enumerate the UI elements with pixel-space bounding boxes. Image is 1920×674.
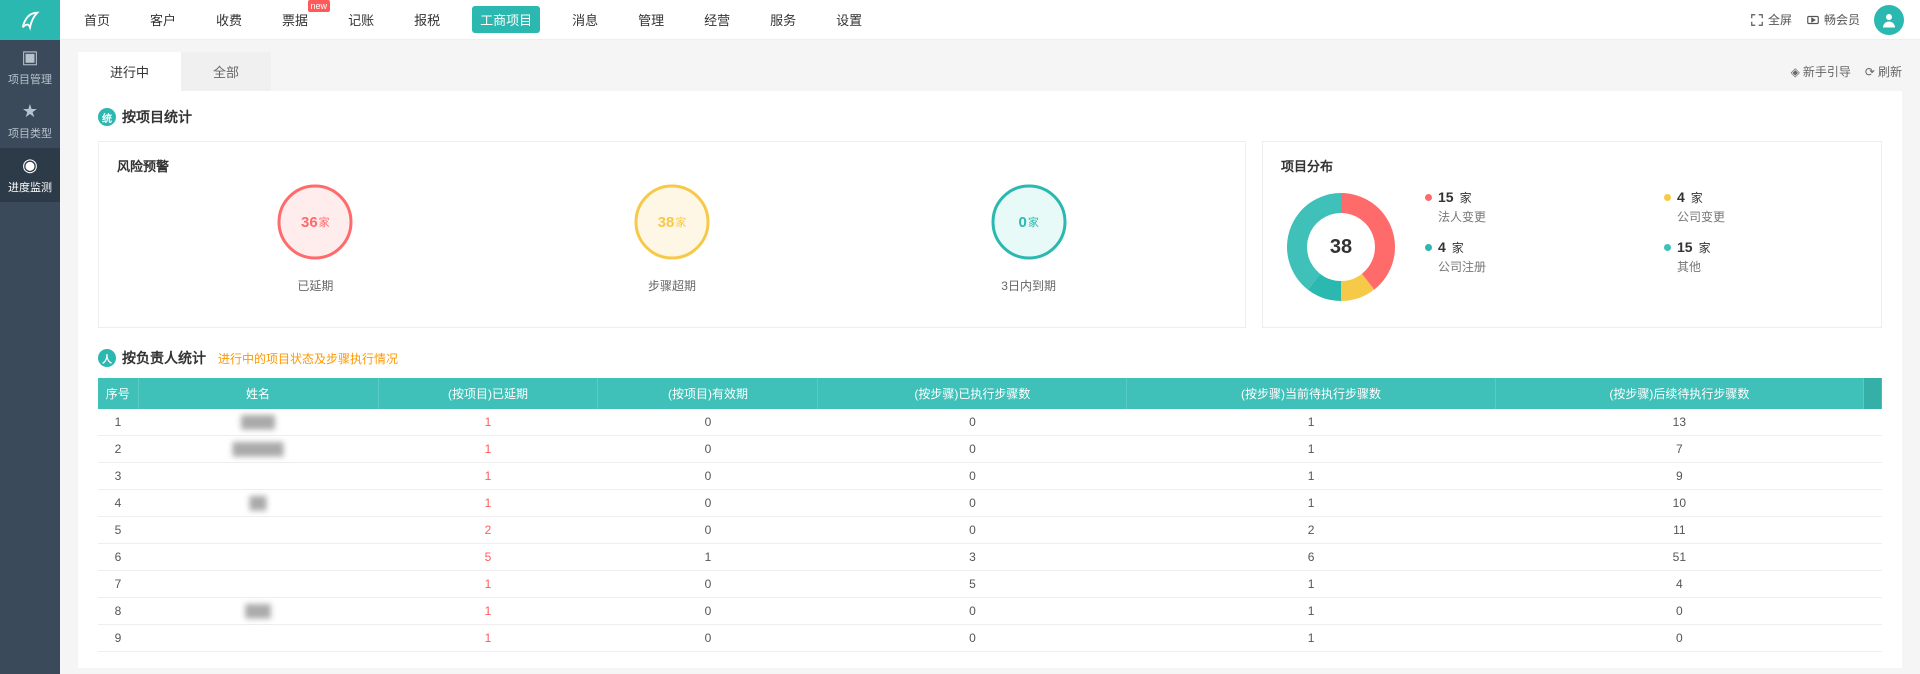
col-header-3[interactable]: (按项目)有效期 — [598, 378, 818, 409]
person-icon: 人 — [98, 349, 116, 367]
nav-item-9[interactable]: 经营 — [696, 6, 738, 33]
risk-circle-2[interactable]: 0家 3日内到期 — [988, 181, 1070, 294]
donut-total: 38 — [1281, 187, 1401, 307]
dist-title: 项目分布 — [1281, 156, 1401, 175]
col-header-0[interactable]: 序号 — [98, 378, 138, 409]
nav-item-8[interactable]: 管理 — [630, 6, 672, 33]
col-header-4[interactable]: (按步骤)已执行步骤数 — [818, 378, 1127, 409]
sidebar: ▣项目管理★项目类型◉进度监测 — [0, 0, 60, 674]
legend-dot-icon — [1425, 194, 1432, 201]
logo[interactable] — [0, 0, 60, 40]
nav-item-11[interactable]: 设置 — [828, 6, 870, 33]
tabs: 进行中全部 — [78, 52, 271, 91]
scroll-header — [1864, 378, 1882, 409]
member-button[interactable]: 畅会员 — [1806, 11, 1860, 28]
legend-dot-icon — [1425, 244, 1432, 251]
table-row[interactable]: 2 ██████ 1 0 0 1 7 — [98, 436, 1882, 463]
col-header-5[interactable]: (按步骤)当前待执行步骤数 — [1127, 378, 1495, 409]
table-row[interactable]: 4 ██ 1 0 0 1 10 — [98, 490, 1882, 517]
legend-dot-icon — [1664, 244, 1671, 251]
table-row[interactable]: 7 1 0 5 1 4 — [98, 571, 1882, 598]
distribution-card: 项目分布 38 15家 法人变更 4家 公司变更 4家 公司 — [1262, 141, 1882, 328]
legend-item-1[interactable]: 4家 公司变更 — [1664, 189, 1863, 225]
nav-item-7[interactable]: 消息 — [564, 6, 606, 33]
person-title: 人 按负责人统计 进行中的项目状态及步骤执行情况 — [98, 348, 1882, 368]
legend-item-2[interactable]: 4家 公司注册 — [1425, 239, 1624, 275]
nav-item-1[interactable]: 客户 — [142, 6, 184, 33]
legend-item-3[interactable]: 15家 其他 — [1664, 239, 1863, 275]
legend-dot-icon — [1664, 194, 1671, 201]
new-badge: new — [308, 0, 331, 12]
legend-item-0[interactable]: 15家 法人变更 — [1425, 189, 1624, 225]
topbar: 首页客户收费票据new 记账报税工商项目消息管理经营服务设置 全屏 畅会员 — [60, 0, 1920, 40]
nav-item-4[interactable]: 记账 — [340, 6, 382, 33]
col-header-2[interactable]: (按项目)已延期 — [378, 378, 598, 409]
table-row[interactable]: 3 1 0 0 1 9 — [98, 463, 1882, 490]
stats-table: 序号姓名(按项目)已延期(按项目)有效期(按步骤)已执行步骤数(按步骤)当前待执… — [98, 378, 1882, 652]
nav-item-0[interactable]: 首页 — [76, 6, 118, 33]
nav-item-3[interactable]: 票据new — [274, 6, 316, 33]
risk-circle-0[interactable]: 36家 已延期 — [274, 181, 356, 294]
risk-circle-1[interactable]: 38家 步骤超期 — [631, 181, 713, 294]
risk-card: 风险预警 36家 已延期 38家 步骤超期 0家 3日内到期 — [98, 141, 1246, 328]
refresh-button[interactable]: ⟳ 刷新 — [1865, 63, 1902, 80]
col-header-1[interactable]: 姓名 — [138, 378, 378, 409]
guide-button[interactable]: ◈ 新手引导 — [1791, 63, 1851, 80]
risk-title: 风险预警 — [117, 156, 1227, 175]
tab-0[interactable]: 进行中 — [78, 52, 181, 91]
tab-1[interactable]: 全部 — [181, 52, 271, 91]
table-row[interactable]: 8 ███ 1 0 0 1 0 — [98, 598, 1882, 625]
sidebar-item-1[interactable]: ★项目类型 — [0, 94, 60, 148]
star-icon: ★ — [22, 101, 38, 122]
table-row[interactable]: 1 ████ 1 0 0 1 13 — [98, 409, 1882, 436]
nav-item-5[interactable]: 报税 — [406, 6, 448, 33]
folder-icon: ▣ — [21, 47, 38, 68]
fullscreen-button[interactable]: 全屏 — [1750, 11, 1792, 28]
top-nav: 首页客户收费票据new 记账报税工商项目消息管理经营服务设置 — [76, 6, 1750, 33]
table-row[interactable]: 5 2 0 0 2 11 — [98, 517, 1882, 544]
table-row[interactable]: 9 1 0 0 1 0 — [98, 625, 1882, 652]
nav-item-10[interactable]: 服务 — [762, 6, 804, 33]
sidebar-item-2[interactable]: ◉进度监测 — [0, 148, 60, 202]
col-header-6[interactable]: (按步骤)后续待执行步骤数 — [1495, 378, 1863, 409]
member-label: 畅会员 — [1824, 11, 1860, 28]
nav-item-6[interactable]: 工商项目 — [472, 6, 540, 33]
nav-item-2[interactable]: 收费 — [208, 6, 250, 33]
fullscreen-label: 全屏 — [1768, 11, 1792, 28]
avatar[interactable] — [1874, 5, 1904, 35]
monitor-icon: ◉ — [22, 155, 38, 176]
stats-icon: 统 — [98, 108, 116, 126]
table-row[interactable]: 6 5 1 3 6 51 — [98, 544, 1882, 571]
stats-title: 统 按项目统计 — [98, 107, 1882, 127]
sidebar-item-0[interactable]: ▣项目管理 — [0, 40, 60, 94]
